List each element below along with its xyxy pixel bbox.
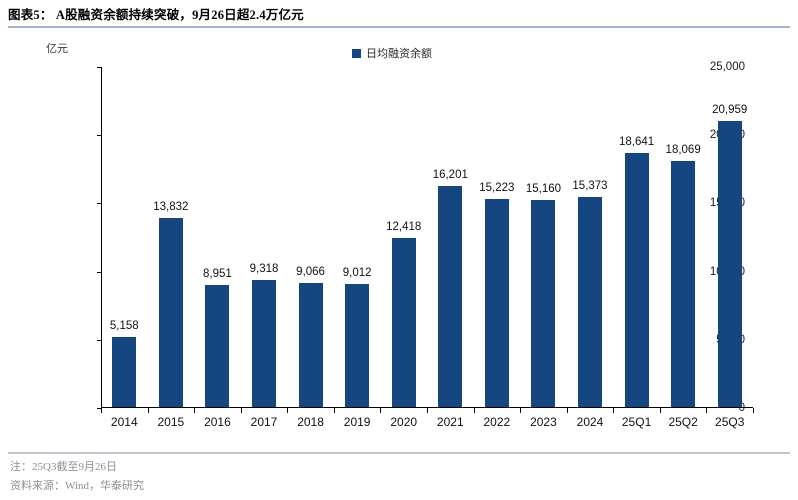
x-axis-tick	[101, 408, 102, 413]
footnote-source: 资料来源：Wind，华泰研究	[10, 480, 144, 492]
y-axis-tick-label: 0	[738, 402, 745, 414]
x-axis-tick	[520, 408, 522, 413]
x-axis-label: 2024	[576, 415, 604, 429]
bar-value-label: 15,223	[479, 182, 515, 195]
bar[interactable]	[252, 279, 276, 407]
legend-swatch-icon	[352, 48, 361, 58]
title-divider	[8, 26, 790, 28]
bar-value-label: 9,318	[249, 262, 279, 275]
bar-value-label: 12,418	[386, 220, 422, 233]
bar[interactable]	[112, 336, 137, 407]
bar-value-label: 8,951	[203, 267, 232, 280]
bar[interactable]	[484, 199, 509, 407]
bar[interactable]	[671, 160, 696, 407]
x-axis-label: 2015	[157, 415, 185, 429]
x-axis-label: 2018	[297, 415, 324, 429]
x-axis-tick	[659, 408, 661, 413]
x-axis-label: 25Q2	[668, 415, 698, 429]
bar[interactable]	[345, 284, 370, 407]
bar[interactable]	[438, 186, 463, 407]
x-axis-tick	[427, 408, 428, 413]
y-axis-tick	[97, 135, 102, 137]
footnote-note: 注：25Q3截至9月26日	[10, 461, 117, 473]
x-axis-tick	[147, 408, 149, 413]
chart-container: 亿元 日均融资余额 05,00010,00015,00020,00025,000…	[0, 30, 798, 445]
x-axis-label: 2016	[204, 415, 231, 429]
x-axis-label: 2023	[530, 415, 557, 429]
bar[interactable]	[205, 284, 230, 407]
x-axis-label: 2014	[110, 415, 138, 429]
y-axis-tick	[97, 408, 102, 409]
y-axis-tick	[97, 339, 102, 341]
bar-value-label: 5,158	[109, 319, 139, 332]
figure-title-bar: 图表5： A股融资余额持续突破，9月26日超2.4万亿元	[0, 0, 798, 26]
bar-value-label: 18,069	[665, 143, 701, 156]
x-axis-tick	[240, 408, 242, 413]
bar-value-label: 9,012	[342, 267, 372, 280]
x-axis-line	[101, 407, 753, 408]
bar-value-label: 18,641	[618, 135, 655, 148]
chart-legend: 日均融资余额	[352, 45, 432, 61]
y-axis-tick	[97, 203, 102, 205]
bar[interactable]	[624, 152, 649, 407]
x-axis-tick	[613, 408, 615, 413]
x-axis-tick	[194, 408, 196, 413]
bar-value-label: 13,832	[153, 201, 189, 214]
x-axis-label: 2020	[390, 415, 418, 429]
bar-value-label: 15,160	[525, 183, 562, 196]
x-axis-tick	[287, 408, 289, 413]
bar[interactable]	[391, 237, 416, 407]
x-axis-label: 25Q1	[621, 415, 652, 429]
page-title: 图表5： A股融资余额持续突破，9月26日超2.4万亿元	[8, 7, 304, 22]
bar-value-label: 16,201	[432, 169, 468, 182]
y-axis-tick	[97, 271, 102, 273]
x-axis-tick	[380, 408, 382, 413]
x-axis-label: 2017	[250, 415, 278, 429]
y-axis-unit-label: 亿元	[46, 43, 68, 55]
bar[interactable]	[298, 283, 323, 407]
y-axis-line	[101, 67, 102, 408]
bar-value-label: 20,959	[712, 104, 748, 117]
plot-area: 05,00010,00015,00020,00025,000 5,15813,8…	[97, 61, 754, 429]
x-axis-tick	[753, 408, 754, 413]
x-axis-label: 2019	[343, 415, 371, 429]
y-axis-tick	[97, 67, 102, 68]
x-axis-label: 2022	[483, 415, 511, 429]
x-axis-tick	[333, 408, 335, 413]
y-axis-tick-label: 25,000	[709, 61, 745, 73]
bar-value-label: 15,373	[572, 180, 608, 193]
bar-value-label: 9,066	[296, 266, 325, 279]
bar[interactable]	[578, 197, 602, 407]
bar[interactable]	[531, 200, 556, 407]
x-axis-tick	[706, 408, 708, 413]
footer-divider	[8, 452, 790, 454]
x-axis-tick	[473, 408, 475, 413]
bar[interactable]	[158, 218, 183, 407]
legend-label: 日均融资余额	[366, 48, 432, 60]
x-axis-label: 2021	[436, 415, 464, 429]
x-axis-tick	[566, 408, 568, 413]
bar[interactable]	[717, 121, 742, 407]
x-axis-label: 25Q3	[715, 415, 745, 429]
figure-footnotes: 注：25Q3截至9月26日 资料来源：Wind，华泰研究	[10, 458, 790, 496]
